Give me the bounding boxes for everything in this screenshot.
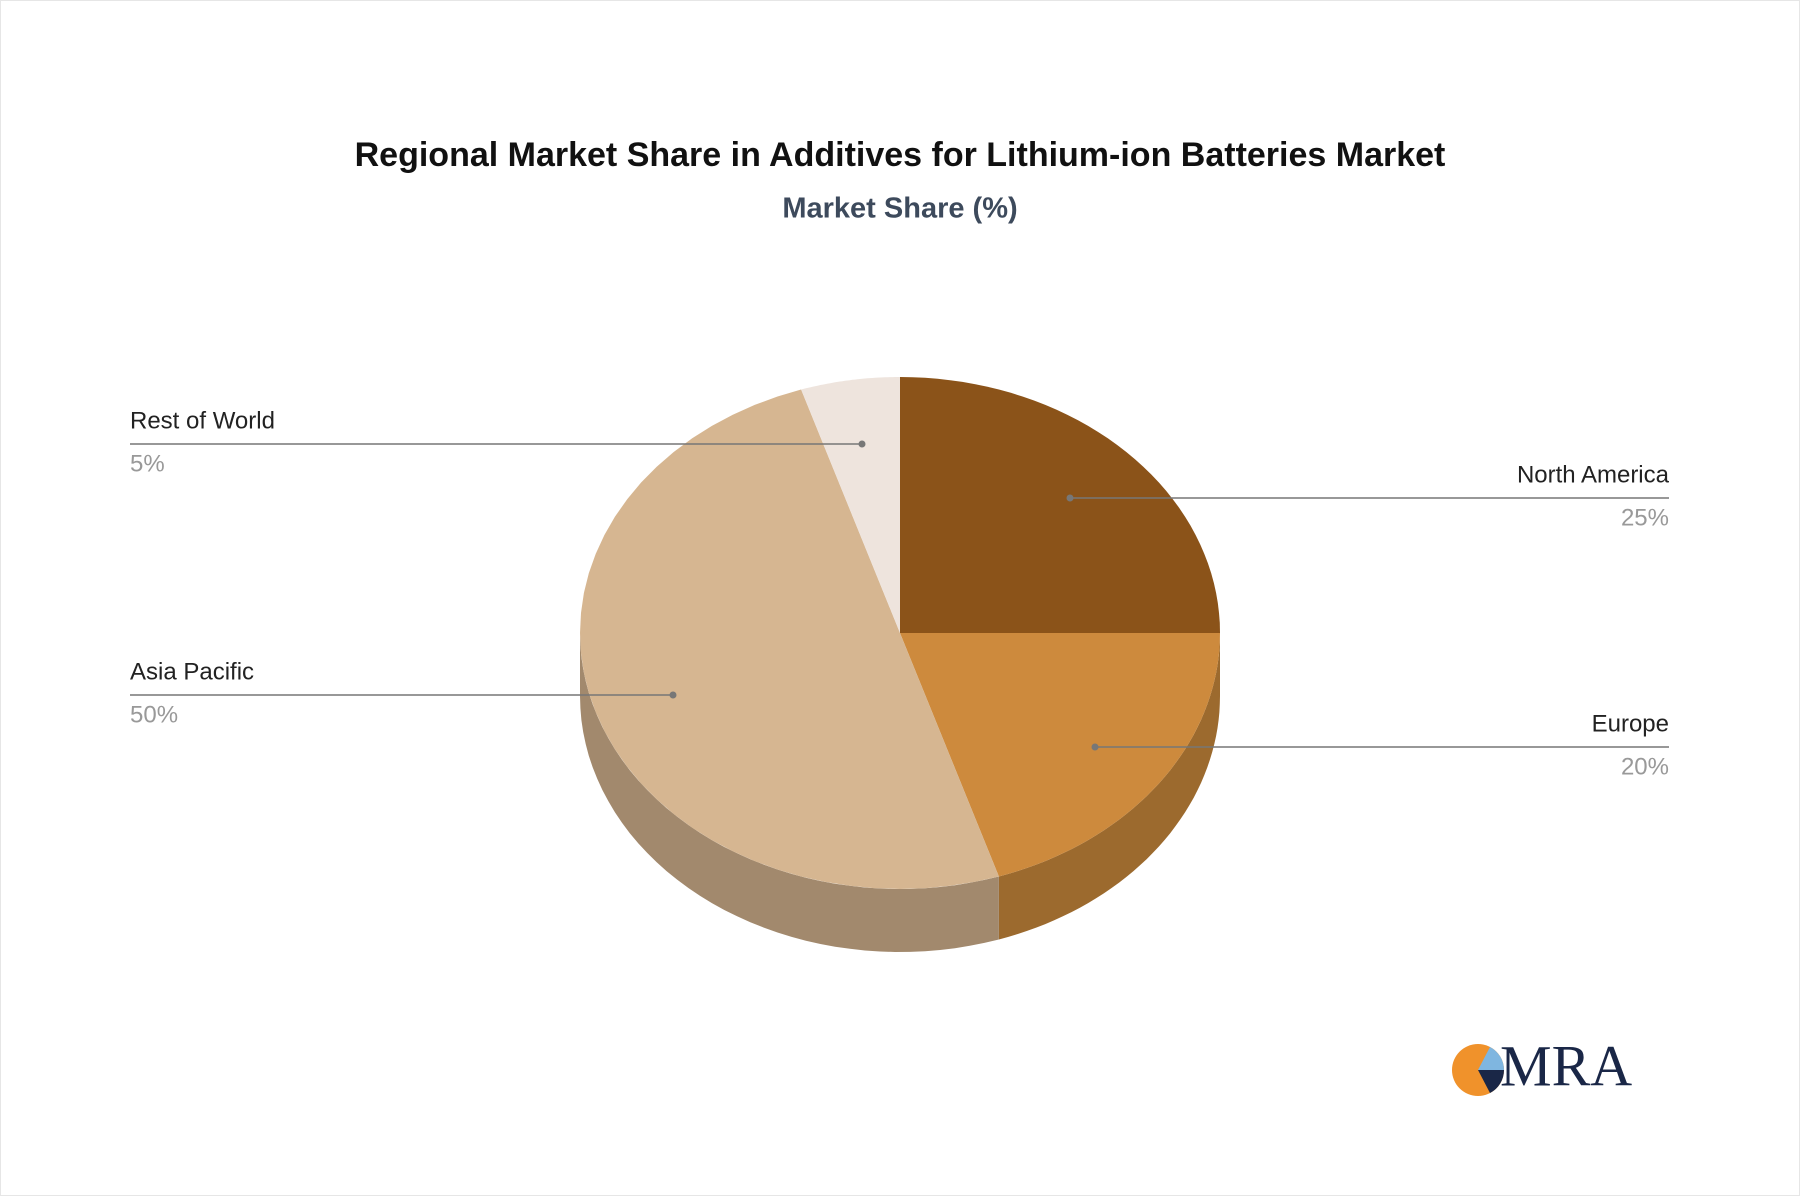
slice	[900, 633, 1220, 877]
value-label: 25%	[1621, 504, 1669, 531]
category-label: Rest of World	[130, 407, 275, 434]
slice	[900, 377, 1220, 633]
leader-dot	[858, 440, 866, 448]
slice	[801, 377, 900, 633]
chart-subtitle: Market Share (%)	[782, 193, 1017, 225]
logo-icon	[1478, 1047, 1504, 1070]
pie	[580, 377, 1220, 952]
slice	[580, 389, 999, 889]
value-label: 5%	[130, 450, 165, 477]
value-label: 20%	[1621, 753, 1669, 780]
chart-title: Regional Market Share in Additives for L…	[355, 136, 1446, 174]
category-label: Asia Pacific	[130, 658, 254, 685]
logo-icon	[1478, 1070, 1504, 1093]
leader-dot	[1091, 743, 1099, 751]
category-label: North America	[1517, 461, 1670, 488]
slice-side	[998, 633, 1220, 940]
category-label: Europe	[1592, 710, 1669, 737]
leader-dot	[669, 691, 677, 699]
logo: MRA	[1452, 1033, 1632, 1098]
leader-dot	[1066, 494, 1074, 502]
value-label: 50%	[130, 701, 178, 728]
slice-side	[580, 633, 999, 952]
logo-text: MRA	[1500, 1033, 1632, 1098]
